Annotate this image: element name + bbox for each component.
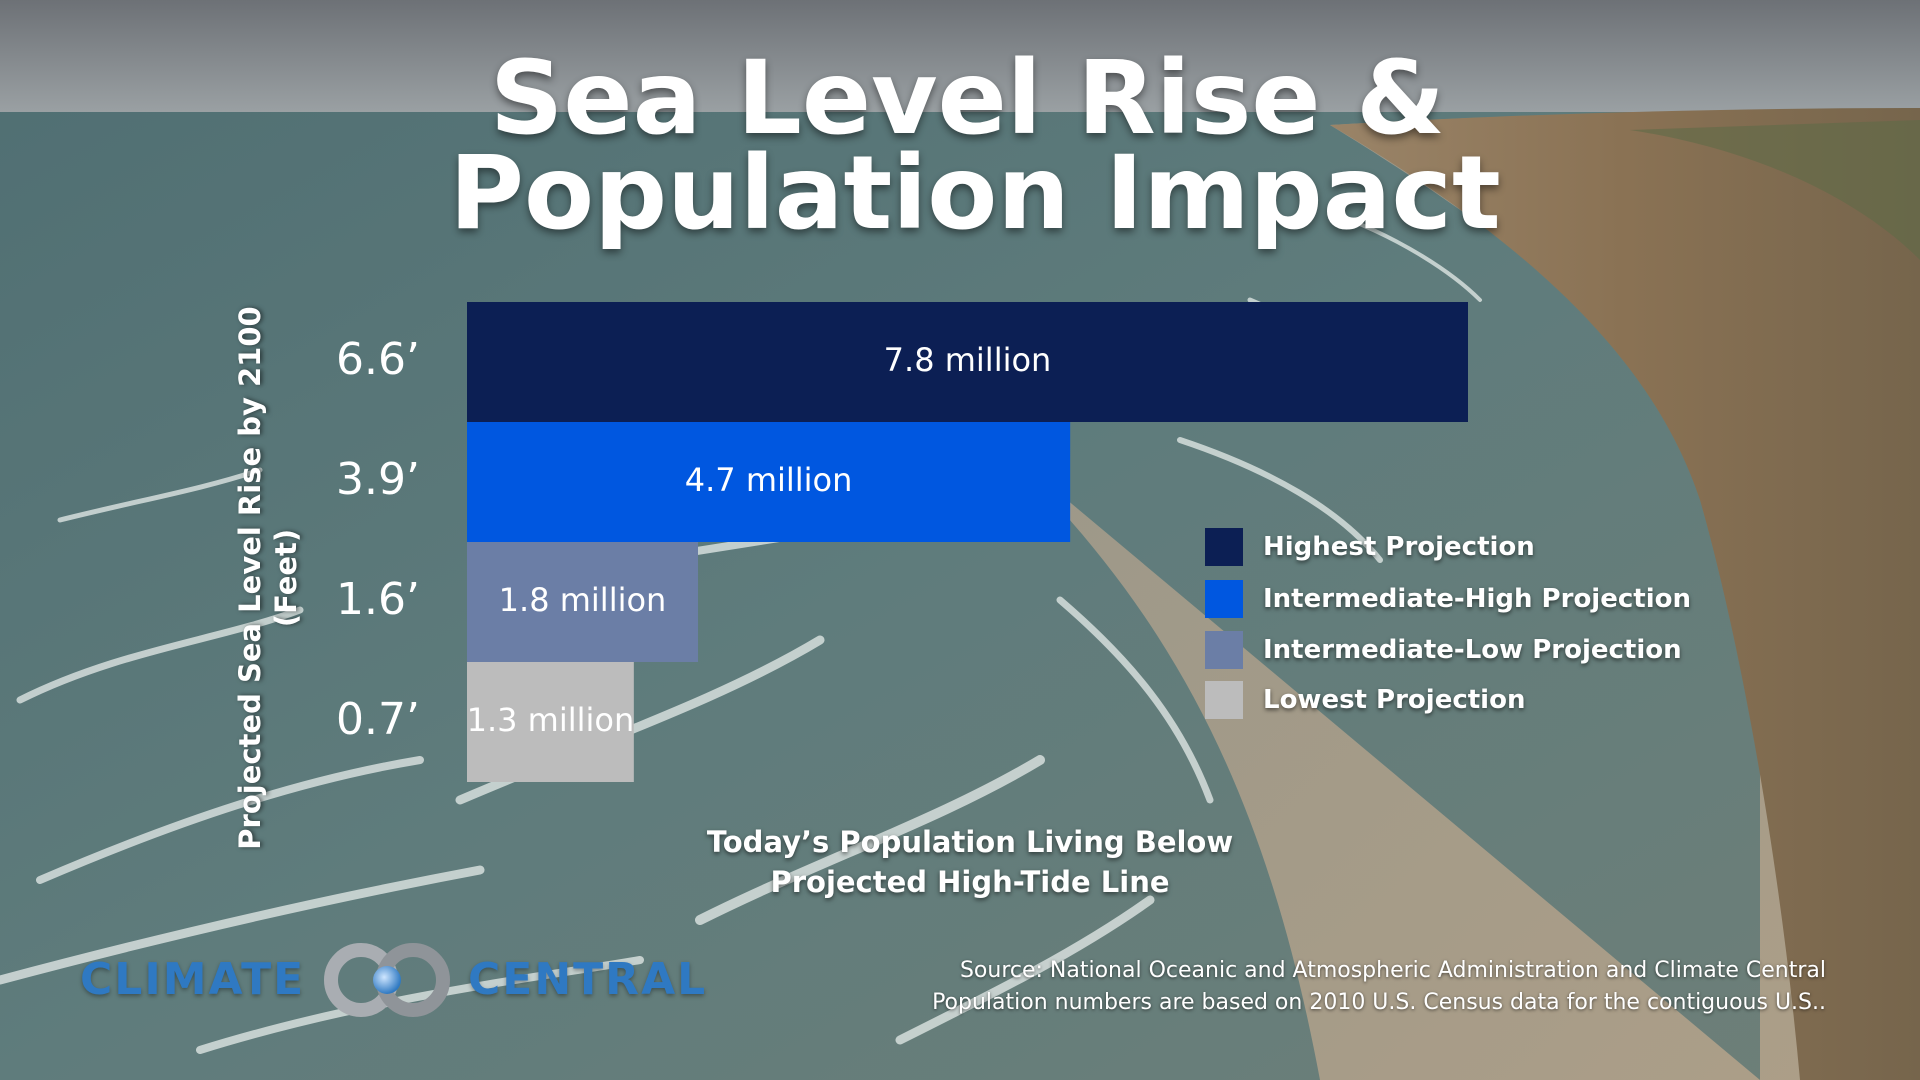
bar-0 (467, 302, 1468, 422)
bar-data-label-2: 1.8 million (499, 581, 667, 619)
logo-word-climate: CLIMATE (80, 954, 306, 1005)
bar-data-label-3: 1.3 million (467, 701, 635, 739)
source-line-2: Population numbers are based on 2010 U.S… (932, 990, 1826, 1015)
source-line-1: Source: National Oceanic and Atmospheric… (959, 958, 1826, 983)
legend-label-intermediate-high: Intermediate-High Projection (1263, 584, 1691, 614)
y-tick-label-3: 0.7’ (336, 694, 420, 745)
y-axis-label-line-2: (Feet) (269, 528, 303, 628)
bar-1 (467, 422, 1071, 542)
y-tick-label-2: 1.6’ (336, 574, 420, 625)
legend-swatch-lowest (1205, 681, 1243, 719)
climate-central-logo: CLIMATE CENTRAL (80, 940, 720, 1020)
legend-label-lowest: Lowest Projection (1263, 685, 1526, 715)
chart-title-line-1: Sea Level Rise & (489, 39, 1446, 158)
legend-label-intermediate-low: Intermediate-Low Projection (1263, 635, 1682, 665)
source-note: Source: National Oceanic and Atmospheric… (880, 955, 1826, 1019)
x-axis-label: Today’s Population Living Below Projecte… (660, 822, 1280, 902)
legend-swatch-intermediate-low (1205, 631, 1243, 669)
bar-data-label-0: 7.8 million (884, 341, 1052, 379)
legend-swatch-intermediate-high (1205, 580, 1243, 618)
y-tick-label-0: 6.6’ (336, 334, 420, 385)
y-tick-label-1: 3.9’ (336, 454, 420, 505)
chart-title-line-2: Population Impact (449, 134, 1501, 253)
bar-data-label-1: 4.7 million (685, 461, 853, 499)
logo-rings-icon (324, 943, 450, 1017)
legend-swatch-highest (1205, 528, 1243, 566)
logo-word-central: CENTRAL (468, 954, 708, 1005)
bar-2 (467, 542, 698, 662)
y-axis-label: Projected Sea Level Rise by 2100 (Feet) (232, 268, 304, 888)
x-axis-label-line-2: Projected High-Tide Line (770, 865, 1170, 899)
x-axis-label-line-1: Today’s Population Living Below (706, 825, 1234, 859)
legend-label-highest: Highest Projection (1263, 532, 1535, 562)
bar-3 (467, 662, 634, 782)
y-axis-label-line-1: Projected Sea Level Rise by 2100 (233, 306, 267, 850)
